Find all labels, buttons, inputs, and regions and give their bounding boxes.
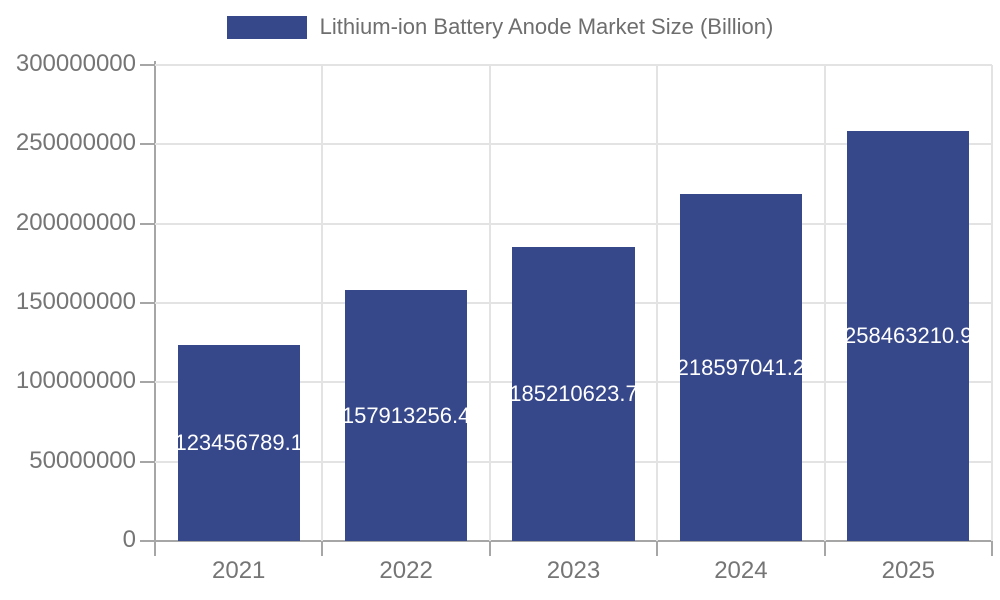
y-tick <box>140 460 155 463</box>
y-tick <box>140 143 155 146</box>
y-tick <box>140 302 155 304</box>
bar-value-label: 258463210.9 <box>847 322 970 348</box>
y-axis-line <box>154 61 156 541</box>
y-tick-label: 250000000 <box>15 129 136 157</box>
x-tick <box>656 541 659 556</box>
bar: 258463210.9 <box>847 130 970 541</box>
x-tick <box>154 541 156 556</box>
bar: 218597041.2 <box>679 194 802 541</box>
y-tick-label: 150000000 <box>15 287 136 315</box>
x-tick-label: 2024 <box>714 557 768 584</box>
x-tick <box>321 541 324 556</box>
v-gridline <box>991 65 993 541</box>
x-tick <box>823 541 826 556</box>
y-tick-label: 0 <box>122 525 136 553</box>
bar: 123456789.1 <box>177 345 300 541</box>
bar: 185210623.7 <box>512 247 635 541</box>
x-tick <box>488 541 491 556</box>
y-tick-label: 200000000 <box>15 208 136 236</box>
v-gridline <box>488 65 491 541</box>
plot-area: 0 50000000 100000000 150000000 200000000 2500… <box>16 50 993 584</box>
v-gridline <box>321 65 324 541</box>
v-gridline <box>656 65 659 541</box>
y-tick-label: 100000000 <box>15 367 136 395</box>
h-gridline <box>155 222 992 225</box>
y-tick <box>140 381 155 384</box>
x-tick-label: 2021 <box>211 557 266 584</box>
h-gridline <box>155 64 992 66</box>
bar-value-label: 123456789.1 <box>177 430 300 456</box>
bar-value-label: 185210623.7 <box>512 381 635 407</box>
x-tick <box>991 541 993 556</box>
chart-title: Lithium-ion Battery Anode Market Size (B… <box>319 14 774 39</box>
x-axis-line <box>155 540 992 542</box>
x-tick-label: 2022 <box>379 557 433 584</box>
v-gridline <box>823 65 826 541</box>
h-gridline <box>155 143 992 146</box>
y-tick <box>140 64 155 66</box>
x-tick-label: 2023 <box>546 557 601 584</box>
y-tick <box>140 540 155 542</box>
y-tick-label: 50000000 <box>29 446 136 474</box>
legend-swatch <box>226 15 307 39</box>
bar-value-label: 157913256.4 <box>344 402 468 428</box>
bar-value-label: 218597041.2 <box>679 354 802 380</box>
legend: Lithium-ion Battery Anode Market Size (B… <box>0 14 1000 40</box>
y-tick <box>140 222 155 225</box>
x-tick-label: 2025 <box>881 557 935 584</box>
y-tick-label: 300000000 <box>15 49 136 77</box>
bar: 157913256.4 <box>344 290 468 541</box>
